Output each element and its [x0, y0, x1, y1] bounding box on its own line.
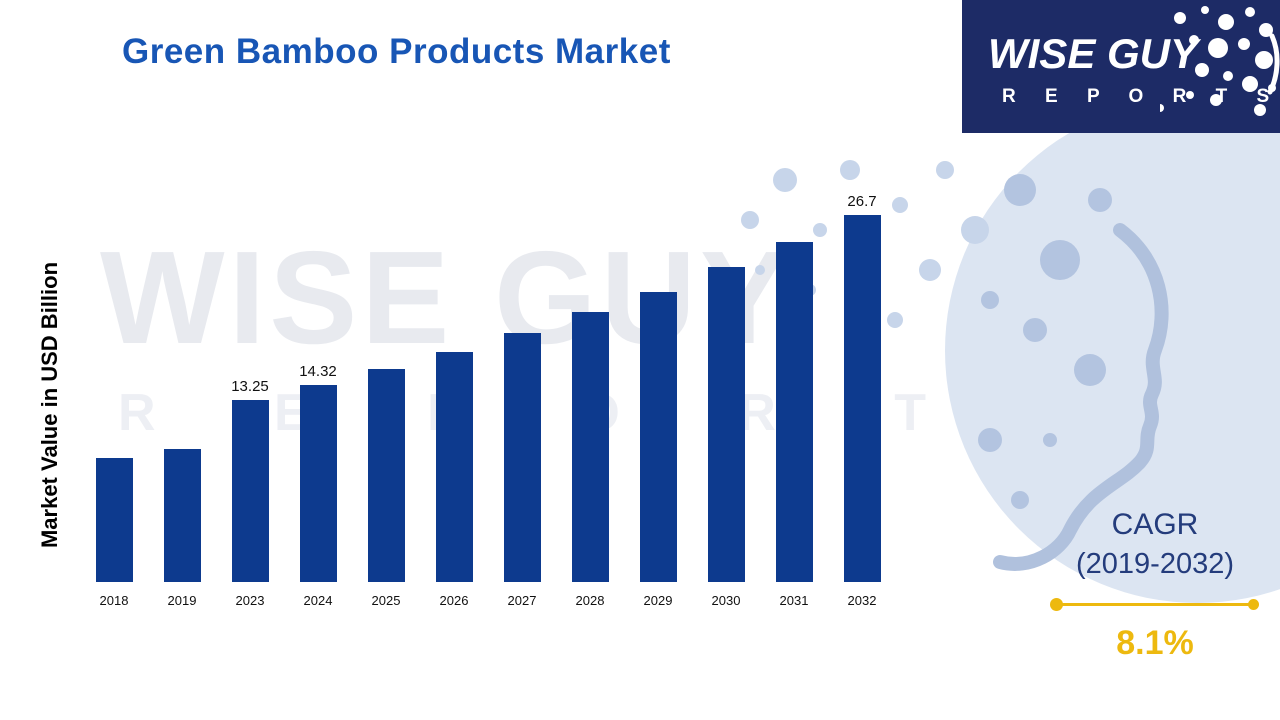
bar-value-label-2023: 13.25	[231, 378, 269, 395]
x-tick-2023: 2023	[235, 593, 265, 608]
cagr-heading: CAGR	[1111, 508, 1199, 541]
x-tick-2025: 2025	[371, 593, 401, 608]
bar-2023	[231, 400, 269, 582]
bar-2026	[435, 352, 473, 582]
bar-2025	[367, 369, 405, 582]
bar-2027	[503, 333, 541, 582]
page-title: Green Bamboo Products Market	[122, 32, 671, 71]
bar-group-2023: 13.25	[216, 180, 284, 582]
bar-group-2024: 14.32	[284, 180, 352, 582]
x-tick-2026: 2026	[439, 593, 469, 608]
bar-2031	[775, 242, 813, 582]
cagr-range: (2019-2032)	[1076, 548, 1234, 580]
x-axis-labels: 2018 2019 2023 2024 2025 2026 2027 2028 2029 2030…	[80, 593, 896, 608]
bar-2030	[707, 267, 745, 582]
cagr-divider-line	[1050, 598, 1259, 611]
bar-value-label-2024: 14.32	[299, 363, 337, 380]
face-profile-outline	[993, 223, 1169, 571]
x-tick-2030: 2030	[711, 593, 741, 608]
bar-group-2028	[556, 180, 624, 582]
bar-group-2025	[352, 180, 420, 582]
bar-2018	[95, 458, 133, 582]
y-axis-label: Market Value in USD Billion	[37, 261, 62, 549]
bar-2029	[639, 292, 677, 582]
x-tick-2032: 2032	[847, 593, 877, 608]
cagr-block: CAGR (2019-2032) 8.1%	[1040, 508, 1270, 663]
logo-wiseguy-text: WISE GUY	[988, 30, 1199, 77]
wiseguy-logo-panel: WISE GUY R E P O R T S	[962, 0, 1280, 133]
bar-value-label-2032: 26.7	[847, 193, 877, 210]
x-tick-2027: 2027	[507, 593, 537, 608]
bar-2019	[163, 449, 201, 582]
x-tick-2028: 2028	[575, 593, 605, 608]
x-tick-2019: 2019	[167, 593, 197, 608]
logo-reports-text: R E P O R T S	[1002, 86, 1280, 107]
bar-group-2018	[80, 180, 148, 582]
bar-group-2032: 26.7	[828, 180, 896, 582]
logo-face-dots-icon	[1160, 6, 1280, 116]
x-tick-2029: 2029	[643, 593, 673, 608]
face-dots-decoration	[741, 160, 1169, 571]
bar-group-2030	[692, 180, 760, 582]
x-tick-2018: 2018	[99, 593, 129, 608]
bar-group-2031	[760, 180, 828, 582]
bar-group-2019	[148, 180, 216, 582]
bar-group-2027	[488, 180, 556, 582]
bar-2024	[299, 385, 337, 582]
bar-groups: 13.25 14.32 26.7	[80, 180, 896, 582]
cagr-value: 8.1%	[1116, 624, 1194, 662]
x-tick-2024: 2024	[303, 593, 333, 608]
x-tick-2031: 2031	[779, 593, 809, 608]
bar-2028	[571, 312, 609, 582]
bar-2032	[843, 215, 881, 582]
bar-group-2029	[624, 180, 692, 582]
bar-group-2026	[420, 180, 488, 582]
